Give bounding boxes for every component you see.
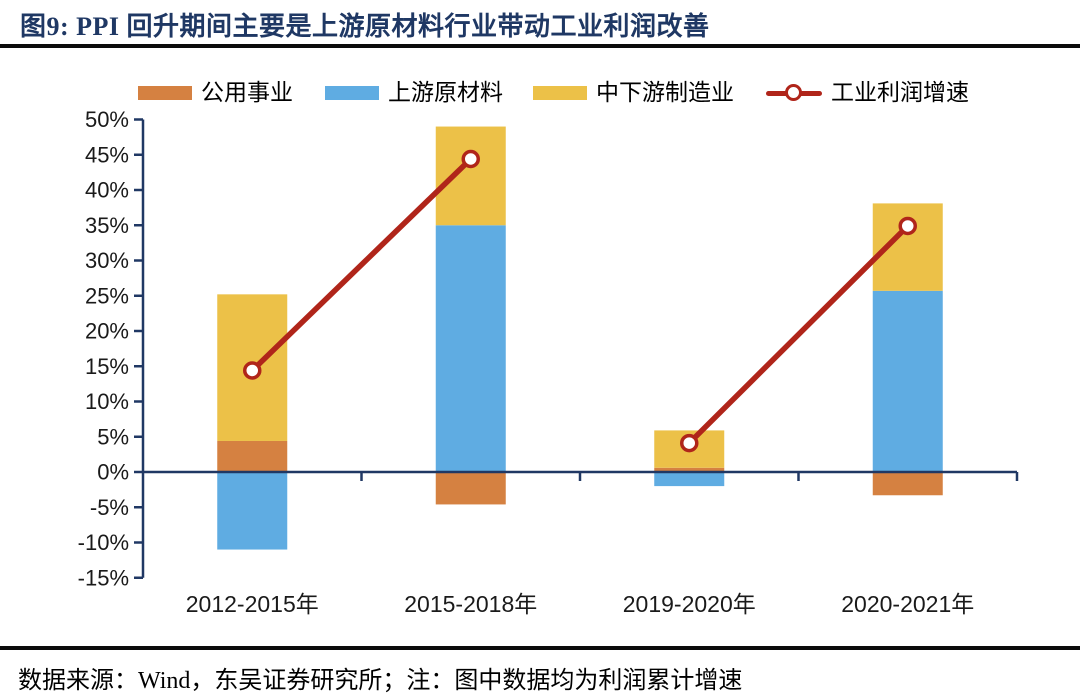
profit-growth-line xyxy=(249,156,474,374)
figure-title: 图9: PPI 回升期间主要是上游原材料行业带动工业利润改善 xyxy=(20,12,710,41)
y-tick-label: 20% xyxy=(85,319,129,344)
profit-growth-marker xyxy=(461,149,480,169)
x-category-label: 2012-2015年 xyxy=(186,591,319,617)
y-tick-label: 35% xyxy=(85,213,129,238)
x-category-label: 2015-2018年 xyxy=(404,591,537,617)
legend-item-upstream: 上游原材料 xyxy=(325,80,503,106)
y-tick-label: -15% xyxy=(78,565,129,590)
x-category-label: 2020-2021年 xyxy=(841,591,974,617)
legend-item-midstream: 中下游制造业 xyxy=(533,80,734,106)
legend-item-utilities: 公用事业 xyxy=(138,80,293,106)
y-tick-label: 40% xyxy=(85,178,129,203)
bar-segment xyxy=(654,467,725,472)
y-tick-label: 25% xyxy=(85,283,129,308)
footer-divider-rule xyxy=(0,646,1080,650)
y-tick-label: 30% xyxy=(85,248,129,273)
source-note: 数据来源：Wind，东吴证券研究所；注：图中数据均为利润累计增速 xyxy=(18,668,743,694)
y-tick-label: 5% xyxy=(97,424,129,449)
utilities-swatch-icon xyxy=(138,86,192,100)
y-tick-label: 50% xyxy=(85,107,129,132)
y-tick-label: 0% xyxy=(97,460,129,485)
profit-growth-marker xyxy=(898,216,917,236)
bar-segment xyxy=(435,472,506,505)
bar-segment xyxy=(435,126,506,226)
bar-segment xyxy=(217,472,288,550)
bar-segment xyxy=(217,440,288,472)
profit-growth-marker xyxy=(243,361,262,380)
y-tick-label: 10% xyxy=(85,389,129,414)
legend-label-profit-growth: 工业利润增速 xyxy=(831,80,969,105)
legend-label-upstream: 上游原材料 xyxy=(388,80,503,105)
y-tick-label: -5% xyxy=(90,495,129,520)
upstream-swatch-icon xyxy=(325,86,379,100)
x-category-label: 2019-2020年 xyxy=(623,591,756,617)
legend-item-profit-growth: 工业利润增速 xyxy=(766,80,969,106)
midstream-swatch-icon xyxy=(533,86,587,100)
y-tick-label: 15% xyxy=(85,354,129,379)
profit-growth-line xyxy=(686,223,911,446)
y-tick-label: 45% xyxy=(85,142,129,167)
bar-segment xyxy=(435,225,506,472)
profit-growth-marker xyxy=(680,433,699,453)
legend-label-midstream: 中下游制造业 xyxy=(596,80,734,105)
line-series-marker-icon xyxy=(766,84,822,102)
legend-label-utilities: 公用事业 xyxy=(201,80,293,105)
y-tick-label: -10% xyxy=(78,530,129,555)
bar-segment xyxy=(872,472,943,496)
bar-segment xyxy=(872,290,943,472)
bar-segment xyxy=(654,472,725,487)
title-divider-rule xyxy=(0,44,1080,48)
